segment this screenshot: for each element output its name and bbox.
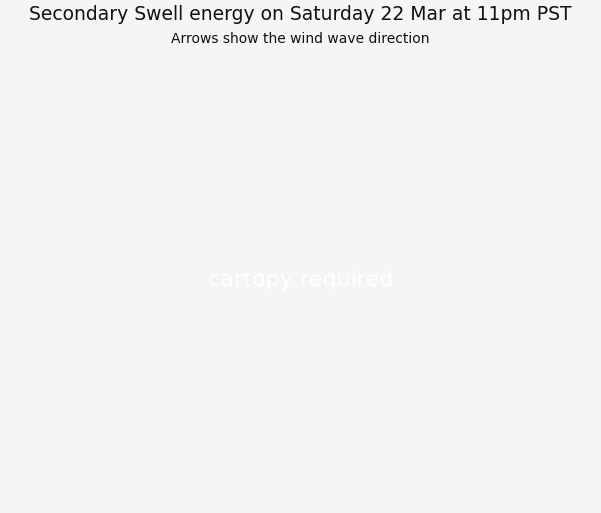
Text: Arrows show the wind wave direction: Arrows show the wind wave direction [171,32,430,46]
Text: cartopy required: cartopy required [208,270,393,290]
Text: Secondary Swell energy on Saturday 22 Mar at 11pm PST: Secondary Swell energy on Saturday 22 Ma… [29,5,572,24]
